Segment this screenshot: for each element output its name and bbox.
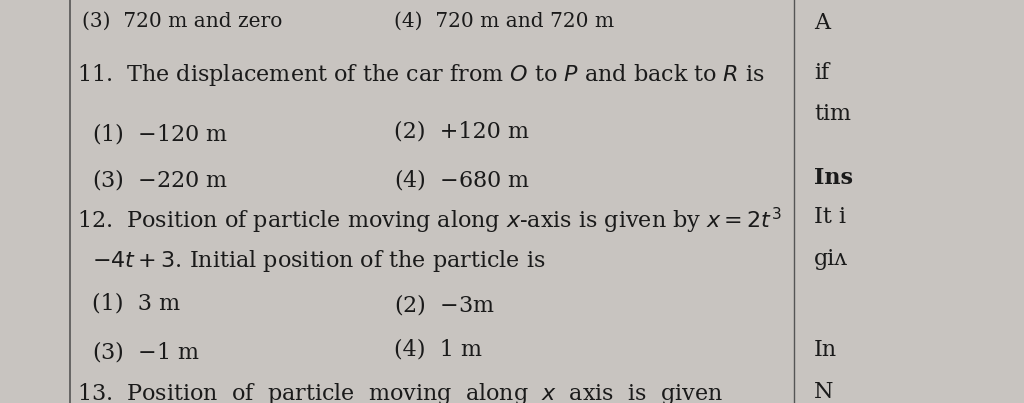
Text: (1)  3 m: (1) 3 m — [92, 292, 180, 314]
Text: (3)  $-$1 m: (3) $-$1 m — [92, 339, 200, 364]
Text: (2)  $-$3m: (2) $-$3m — [394, 292, 495, 317]
Text: if: if — [814, 62, 829, 85]
Text: (4)  1 m: (4) 1 m — [394, 339, 482, 361]
Text: (1)  $-$120 m: (1) $-$120 m — [92, 121, 228, 146]
Text: Ins: Ins — [814, 167, 853, 189]
Text: (3)  720 m and zero: (3) 720 m and zero — [82, 12, 283, 31]
Text: (4)  720 m and 720 m: (4) 720 m and 720 m — [394, 12, 614, 31]
Text: (2)  +120 m: (2) +120 m — [394, 121, 529, 143]
Text: In: In — [814, 339, 838, 361]
Text: It i: It i — [814, 206, 846, 228]
Text: N: N — [814, 381, 834, 403]
Text: tim: tim — [814, 103, 851, 125]
Text: $-4t+3$. Initial position of the particle is: $-4t+3$. Initial position of the particl… — [92, 248, 546, 274]
Text: A: A — [814, 12, 830, 34]
Text: (4)  $-$680 m: (4) $-$680 m — [394, 167, 530, 192]
Text: giʌ: giʌ — [814, 248, 848, 270]
Text: (3)  $-$220 m: (3) $-$220 m — [92, 167, 228, 192]
Text: 13.  Position  of  particle  moving  along  $x$  axis  is  given: 13. Position of particle moving along $x… — [77, 381, 723, 403]
Text: 12.  Position of particle moving along $x$-axis is given by $x = 2t^3$: 12. Position of particle moving along $x… — [77, 206, 781, 236]
Text: 11.  The displacement of the car from $O$ to $P$ and back to $R$ is: 11. The displacement of the car from $O$… — [77, 62, 765, 89]
